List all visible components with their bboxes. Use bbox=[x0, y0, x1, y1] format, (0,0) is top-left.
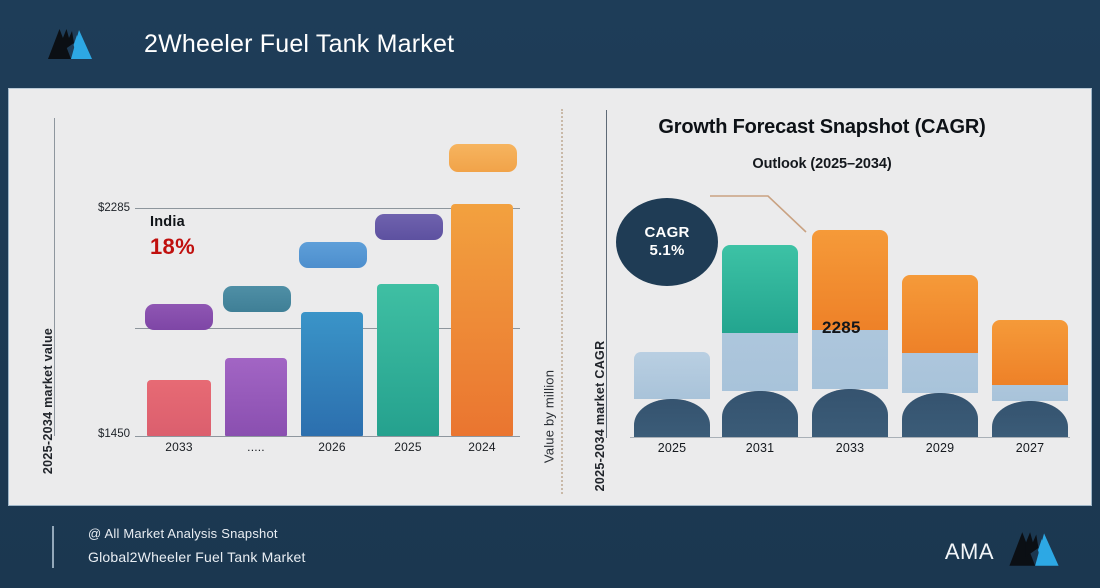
footer-text-block: @ All Market Analysis Snapshot Global2Wh… bbox=[88, 526, 306, 565]
bar-2024[interactable] bbox=[451, 204, 513, 436]
left-bars-area bbox=[135, 118, 520, 436]
segment-top-2033 bbox=[812, 230, 888, 330]
left-x-label-3: 2025 bbox=[394, 440, 422, 454]
right-x-label-4: 2027 bbox=[1015, 441, 1045, 455]
cagr-badge[interactable]: CAGR 5.1% bbox=[616, 198, 718, 286]
india-callout-region: India bbox=[150, 214, 185, 230]
segment-mid-2031 bbox=[722, 333, 798, 391]
left-y-tick-upper: $2285 bbox=[98, 202, 130, 214]
stacked-bar-2027[interactable] bbox=[992, 320, 1068, 437]
ama-mountain-logo-icon bbox=[1006, 530, 1062, 573]
bar-2026[interactable] bbox=[301, 312, 363, 436]
right-x-label-3: 2029 bbox=[925, 441, 955, 455]
right-x-label-1: 2031 bbox=[745, 441, 775, 455]
left-y-tick-lower: $1450 bbox=[98, 428, 130, 440]
stacked-bar-2029[interactable] bbox=[902, 275, 978, 437]
footer-bar: @ All Market Analysis Snapshot Global2Wh… bbox=[0, 506, 1100, 588]
stacked-bar-2031[interactable] bbox=[722, 245, 798, 437]
left-chart-panel: India 18% $2285 $1450 bbox=[0, 88, 560, 506]
cagr-badge-label: CAGR bbox=[644, 224, 690, 242]
left-x-label-0: 2033 bbox=[165, 440, 193, 454]
left-x-label-1: ..... bbox=[247, 440, 265, 454]
footer-brand: AMA bbox=[945, 530, 1062, 573]
footer-brand-text: AMA bbox=[944, 538, 994, 564]
right-x-axis-labels: 2025 2031 2033 2029 2027 bbox=[630, 441, 1070, 465]
segment-base-2029 bbox=[902, 393, 978, 437]
left-x-label-4: 2024 bbox=[468, 440, 496, 454]
right-chart-subtitle: Outlook (2025–2034) bbox=[752, 156, 892, 172]
bar-cap-dots bbox=[223, 286, 291, 312]
segment-mid-2025 bbox=[634, 352, 710, 399]
page-title: 2Wheeler Fuel Tank Market bbox=[144, 29, 455, 58]
segment-top-2029 bbox=[902, 275, 978, 353]
panel-divider bbox=[561, 109, 563, 494]
left-x-label-2: 2026 bbox=[318, 440, 346, 454]
stacked-bar-2025[interactable] bbox=[634, 352, 710, 437]
right-x-label-0: 2025 bbox=[657, 441, 687, 455]
cagr-badge-value: 5.1% bbox=[649, 242, 685, 259]
right-chart-title: Growth Forecast Snapshot (CAGR) bbox=[658, 116, 986, 138]
footer-divider bbox=[52, 526, 54, 568]
left-gridline-upper bbox=[135, 208, 520, 209]
bar-cap-2024 bbox=[449, 144, 517, 172]
left-x-axis-line bbox=[135, 436, 520, 437]
left-x-axis-labels: 2033 ..... 2026 2025 2024 bbox=[135, 440, 520, 464]
bar-dots[interactable] bbox=[225, 358, 287, 436]
bar-2033[interactable] bbox=[147, 380, 211, 436]
bar-value-label-2033: 2285 bbox=[822, 318, 861, 337]
segment-base-2027 bbox=[992, 401, 1068, 437]
segment-mid-2029 bbox=[902, 353, 978, 393]
header-bar: 2Wheeler Fuel Tank Market bbox=[0, 0, 1100, 88]
right-chart-panel: Growth Forecast Snapshot (CAGR) Outlook … bbox=[560, 88, 1084, 506]
right-bars-area bbox=[630, 110, 1070, 437]
segment-base-2025 bbox=[634, 399, 710, 437]
footer-line-2: Global2Wheeler Fuel Tank Market bbox=[88, 549, 306, 565]
right-x-label-2: 2033 bbox=[835, 441, 865, 455]
right-y-axis-line bbox=[606, 110, 607, 438]
india-callout-value: 18% bbox=[150, 234, 195, 259]
ama-mountain-logo-icon bbox=[46, 27, 94, 61]
segment-mid-2027 bbox=[992, 385, 1068, 401]
segment-mid-2033 bbox=[812, 330, 888, 389]
segment-base-2031 bbox=[722, 391, 798, 437]
left-y-axis-line bbox=[54, 118, 55, 436]
bar-2025[interactable] bbox=[377, 284, 439, 436]
india-callout: India 18% bbox=[150, 214, 195, 260]
stacked-bar-2033[interactable] bbox=[812, 230, 888, 437]
segment-base-2033 bbox=[812, 389, 888, 437]
bar-cap-2026 bbox=[299, 242, 367, 268]
bar-cap-2033 bbox=[145, 304, 213, 330]
footer-line-1: @ All Market Analysis Snapshot bbox=[88, 526, 278, 541]
callout-connector-line bbox=[710, 195, 807, 233]
segment-top-2027 bbox=[992, 320, 1068, 385]
bar-cap-2025 bbox=[375, 214, 443, 240]
segment-top-2031 bbox=[722, 245, 798, 333]
right-x-axis-line bbox=[630, 437, 1070, 438]
